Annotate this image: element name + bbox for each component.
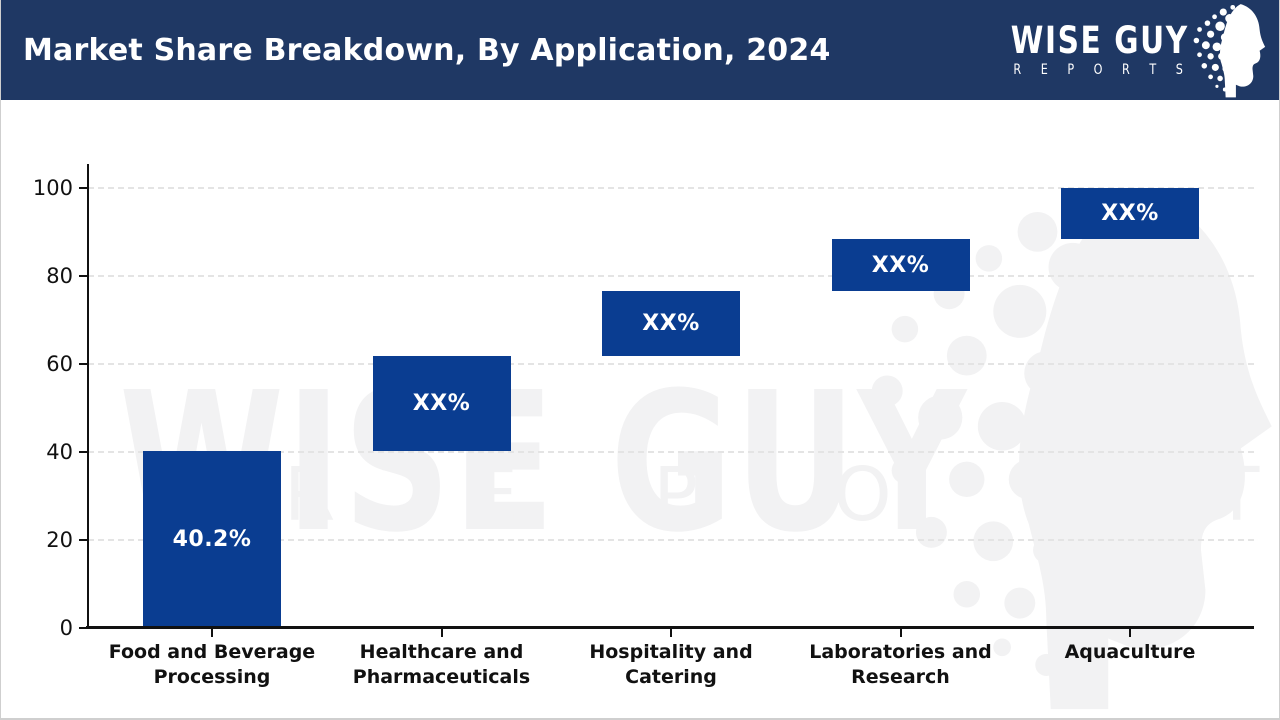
x-tick-healthcare-and-pharmaceuticals (440, 629, 443, 637)
bar-hospitality-and-catering: XX% (602, 291, 740, 356)
y-axis-line (87, 164, 89, 629)
gridline-60 (88, 362, 1254, 365)
bar-value-label-food-and-beverage-processing: 40.2% (172, 526, 252, 552)
y-tick-100 (79, 186, 88, 189)
x-tick-aquaculture (1129, 629, 1131, 637)
bar-healthcare-and-pharmaceuticals: XX% (372, 355, 511, 451)
y-tick-label-20: 20 (46, 527, 73, 552)
y-tick-label-100: 100 (32, 175, 73, 200)
gridline-20 (88, 538, 1254, 541)
gridline-80 (88, 274, 1254, 277)
y-tick-40 (79, 450, 88, 453)
x-category-label-aquaculture: Aquaculture (1064, 641, 1196, 663)
y-tick-20 (79, 538, 88, 541)
brand-name: WISE GUY (1010, 19, 1189, 62)
bar-value-label-hospitality-and-catering: XX% (642, 310, 700, 336)
bar-laboratories-and-research: XX% (831, 239, 970, 292)
y-tick-80 (79, 274, 88, 277)
x-category-label-laboratories-and-research: Laboratories and Research (809, 641, 992, 688)
y-tick-label-40: 40 (46, 439, 73, 464)
y-tick-label-80: 80 (46, 263, 73, 288)
brand-subtitle: R E P O R T S (1013, 62, 1191, 78)
y-tick-0 (79, 626, 88, 629)
bar-food-and-beverage-processing: 40.2% (143, 450, 281, 628)
header-bar: Market Share Breakdown, By Application, … (1, 0, 1280, 100)
bar-value-label-aquaculture: XX% (1101, 200, 1159, 226)
y-tick-label-0: 0 (59, 615, 73, 640)
gridline-100 (88, 186, 1254, 189)
logo-head-icon (1185, 1, 1271, 99)
bar-value-label-healthcare-and-pharmaceuticals: XX% (412, 390, 471, 416)
y-tick-60 (79, 362, 88, 365)
x-tick-laboratories-and-research (899, 629, 902, 637)
brand-logo: WISE GUY R E P O R T S (963, 1, 1280, 99)
x-category-label-healthcare-and-pharmaceuticals: Healthcare and Pharmaceuticals (352, 641, 531, 688)
page-title: Market Share Breakdown, By Application, … (23, 32, 831, 68)
chart-area: WISE GUY R E P O R T S 02040608010040.2%… (1, 100, 1279, 720)
x-category-label-hospitality-and-catering: Hospitality and Catering (589, 641, 753, 688)
brand-logo-text: WISE GUY R E P O R T S (1009, 22, 1191, 78)
gridline-40 (88, 450, 1254, 453)
x-axis-line (86, 626, 1254, 629)
x-tick-hospitality-and-catering (670, 629, 672, 637)
x-category-label-food-and-beverage-processing: Food and Beverage Processing (108, 641, 316, 688)
bar-aquaculture: XX% (1061, 187, 1199, 240)
x-tick-food-and-beverage-processing (211, 629, 213, 637)
bar-value-label-laboratories-and-research: XX% (871, 252, 930, 278)
y-tick-label-60: 60 (46, 351, 73, 376)
